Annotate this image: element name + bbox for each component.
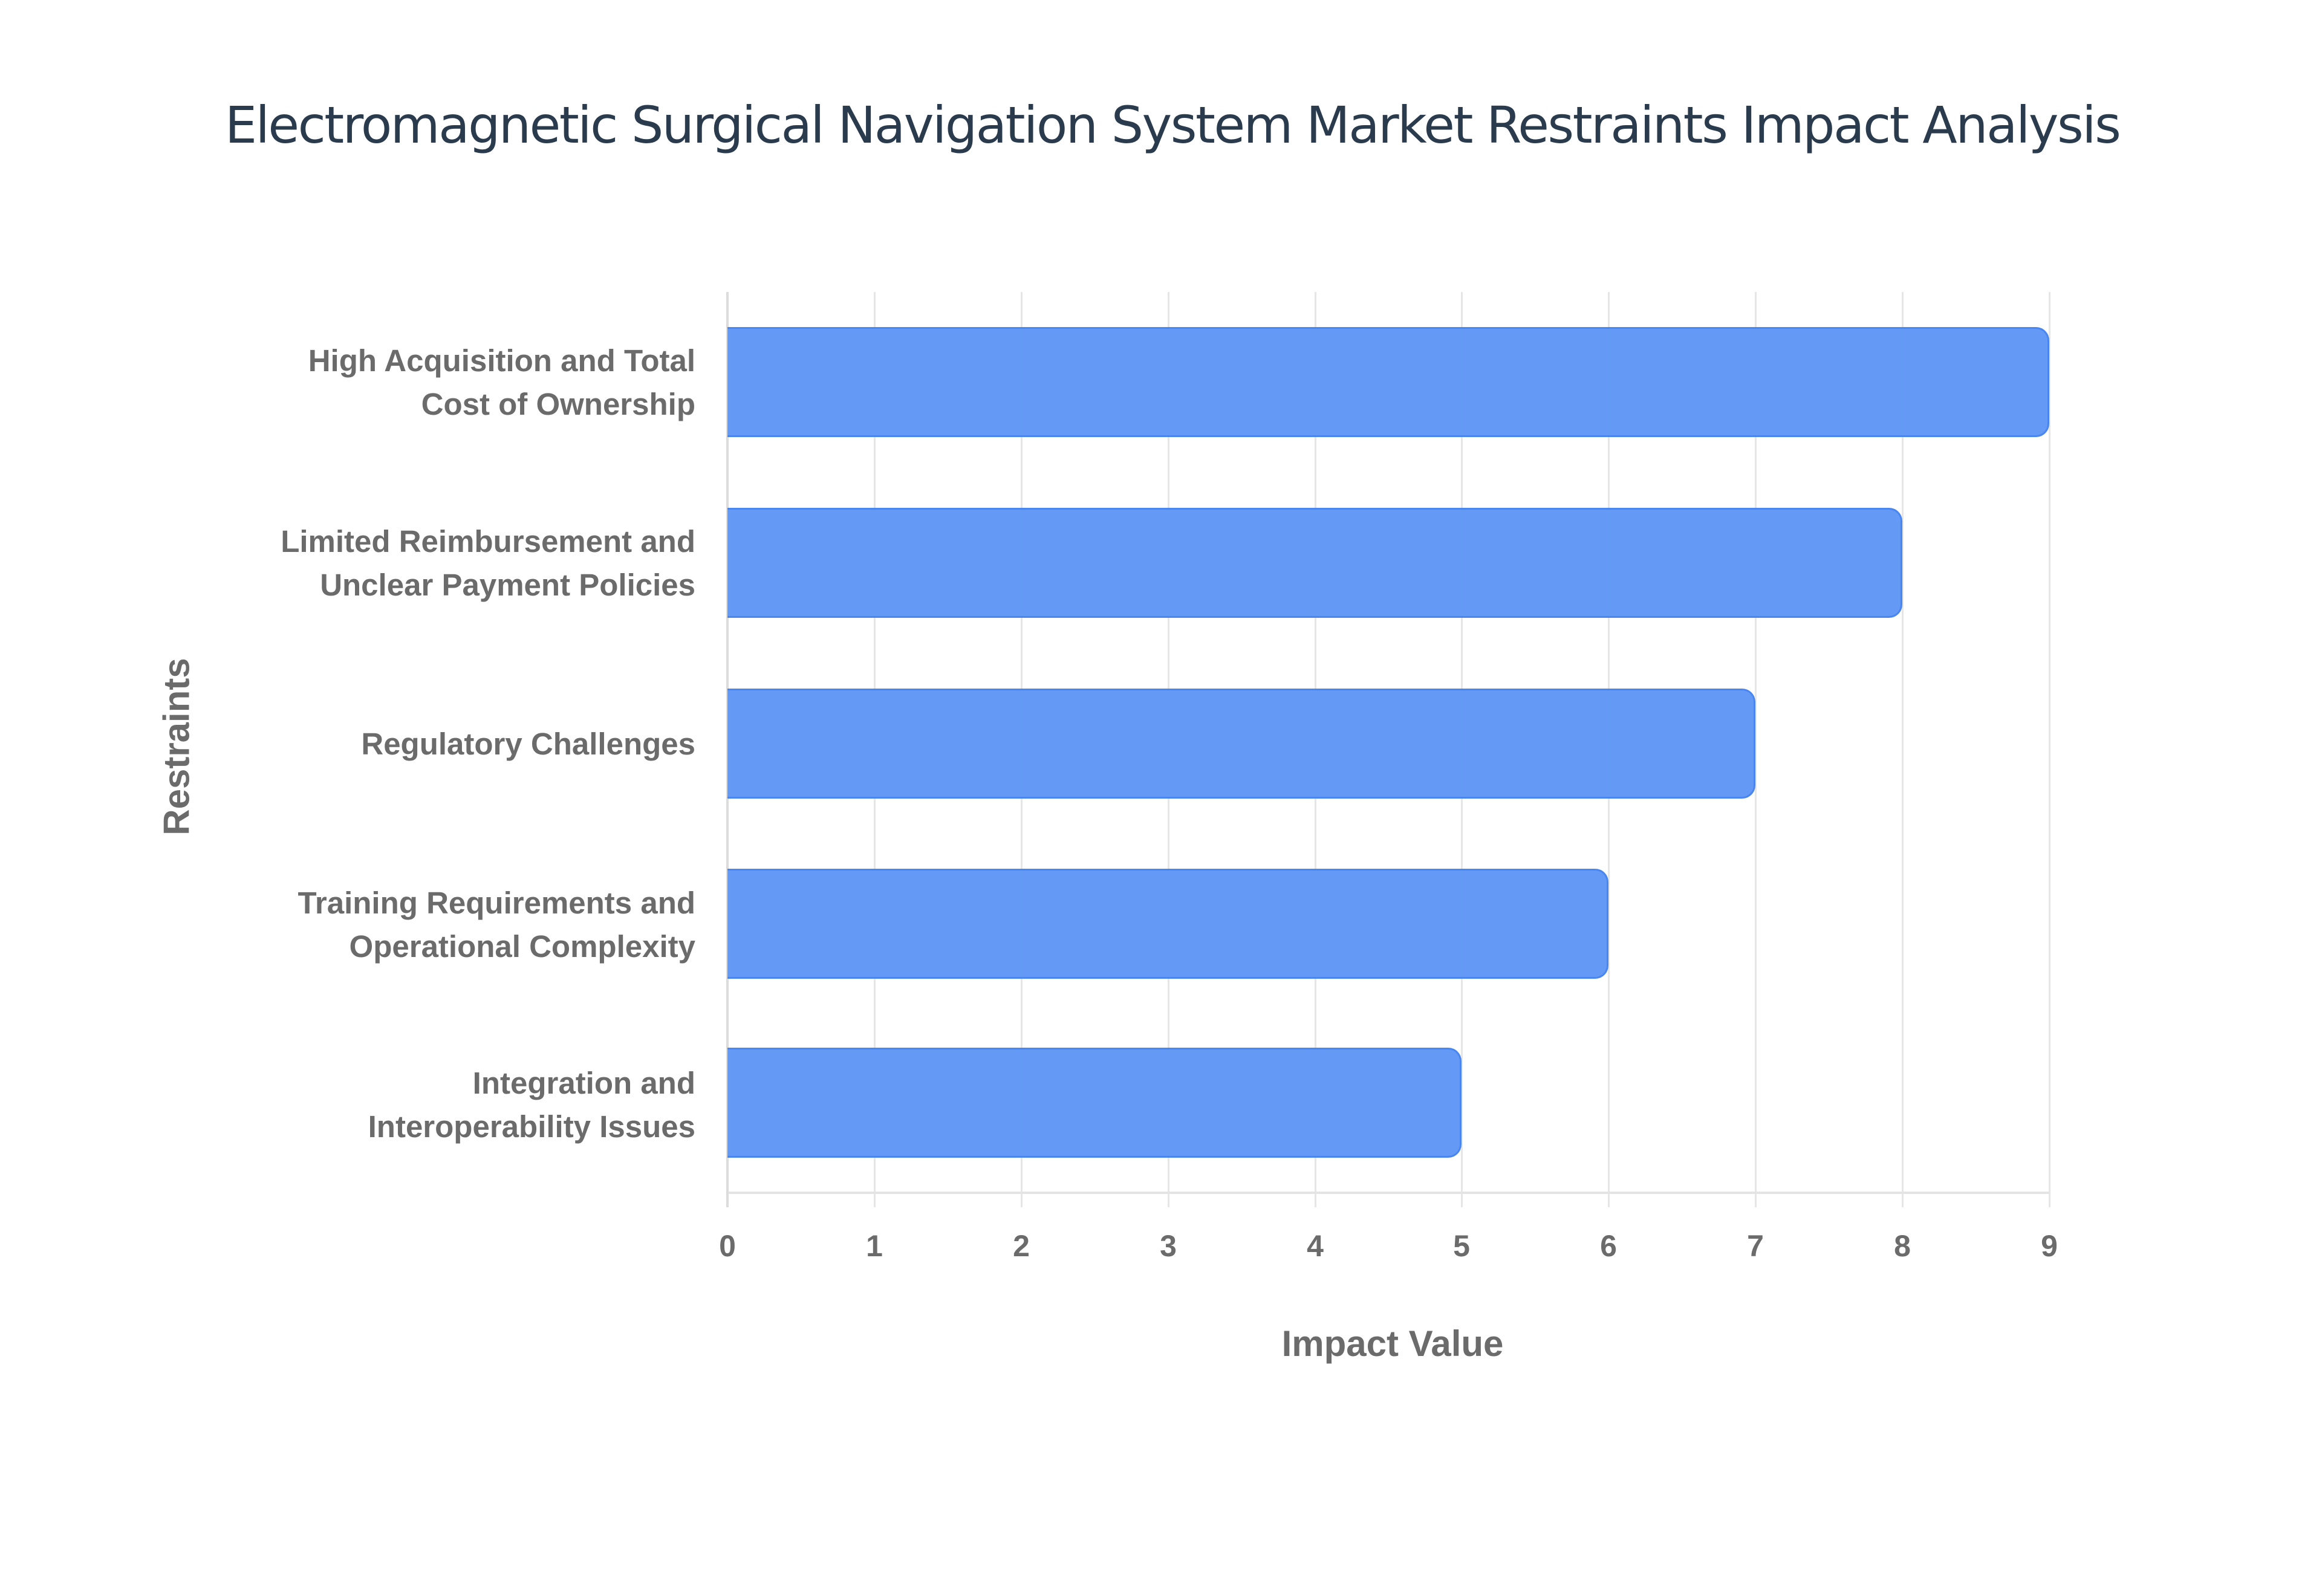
category-label-regulatory-challenges: Regulatory Challenges (361, 722, 695, 766)
x-tick-5: 5 (1453, 1229, 1470, 1263)
y-axis-label: Restraints (156, 658, 197, 835)
label-line: High Acquisition and Total (308, 343, 695, 378)
category-label-limited-reimbursement: Limited Reimbursement and Unclear Paymen… (281, 520, 695, 607)
x-tick-1: 1 (866, 1229, 883, 1263)
gridline-9 (2049, 292, 2050, 1207)
x-axis-label: Impact Value (1281, 1323, 1504, 1364)
label-line: Unclear Payment Policies (320, 568, 695, 602)
bar-integration-interoperability[interactable] (727, 1048, 1462, 1158)
bar-training-requirements[interactable] (727, 869, 1608, 979)
gridline-8 (1902, 292, 1904, 1207)
label-line: Cost of Ownership (421, 387, 695, 421)
label-line: Integration and (472, 1066, 695, 1100)
label-line: Interoperability Issues (368, 1109, 695, 1144)
chart-title: Electromagnetic Surgical Navigation Syst… (225, 96, 2121, 155)
bar-limited-reimbursement[interactable] (727, 508, 1902, 618)
category-label-high-acquisition-cost: High Acquisition and Total Cost of Owner… (308, 339, 695, 426)
x-tick-3: 3 (1160, 1229, 1177, 1263)
bar-high-acquisition-cost[interactable] (727, 327, 2049, 437)
x-tick-2: 2 (1013, 1229, 1030, 1263)
x-tick-8: 8 (1894, 1229, 1911, 1263)
label-line: Training Requirements and (298, 886, 695, 920)
x-axis-line (727, 1192, 2049, 1194)
bar-regulatory-challenges[interactable] (727, 689, 1755, 799)
x-tick-7: 7 (1747, 1229, 1764, 1263)
category-label-integration-interoperability: Integration and Interoperability Issues (368, 1062, 695, 1149)
category-label-training-requirements: Training Requirements and Operational Co… (298, 881, 695, 968)
label-line: Limited Reimbursement and (281, 524, 695, 559)
label-line: Operational Complexity (349, 929, 695, 964)
plot-area (726, 292, 2050, 1207)
gridline-7 (1755, 292, 1757, 1207)
x-tick-9: 9 (2041, 1229, 2058, 1263)
x-tick-6: 6 (1600, 1229, 1617, 1263)
x-tick-4: 4 (1307, 1229, 1324, 1263)
x-tick-0: 0 (719, 1229, 736, 1263)
label-line: Regulatory Challenges (361, 727, 695, 761)
